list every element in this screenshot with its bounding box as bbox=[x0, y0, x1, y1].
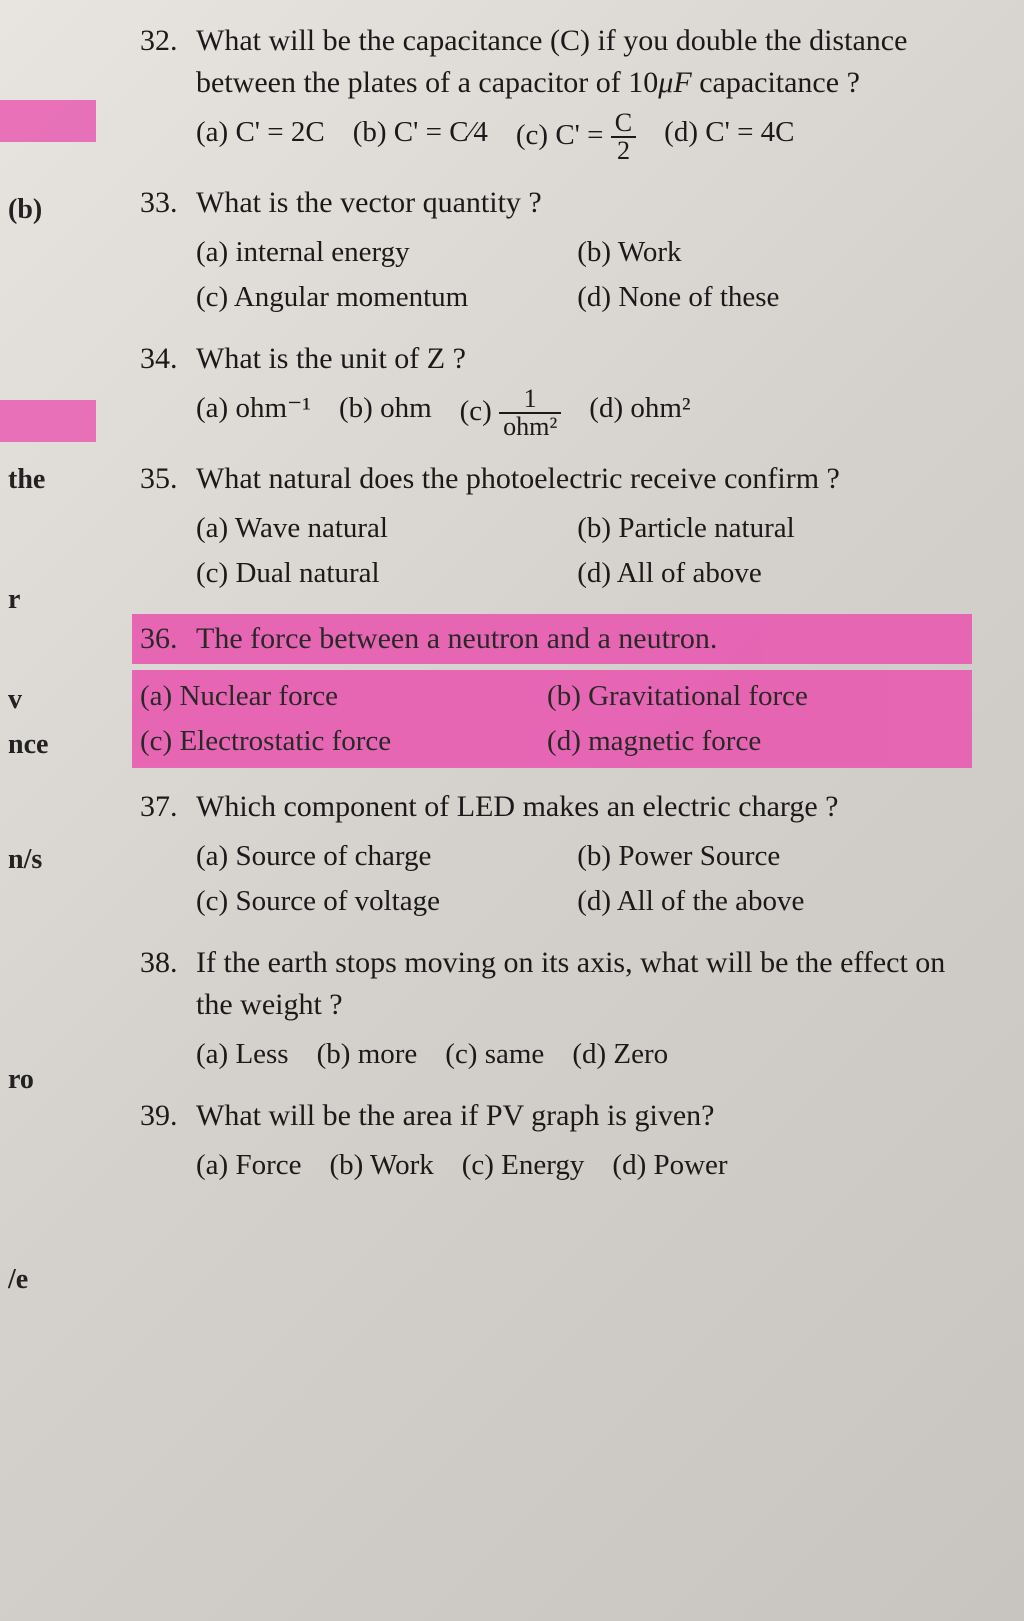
question-number: 35. bbox=[140, 458, 196, 500]
side-margin-text: ro bbox=[0, 1060, 42, 1100]
option: (d) Zero bbox=[572, 1032, 668, 1077]
option: (b) Work bbox=[329, 1143, 433, 1188]
question-text: Which component of LED makes an electric… bbox=[196, 786, 960, 828]
options: (a) Source of charge (b) Power Source (c) … bbox=[140, 834, 964, 924]
option: (c) C' = C2 bbox=[516, 110, 636, 164]
options: (a) C' = 2C (b) C' = C⁄4 (c) C' = C2 (d) C'… bbox=[140, 110, 964, 164]
options: (a) Force (b) Work (c) Energy (d) Power bbox=[140, 1143, 964, 1188]
fraction: 1ohm² bbox=[499, 386, 561, 440]
options: (a) Wave natural (b) Particle natural (c) … bbox=[140, 506, 964, 596]
option: (c) Source of voltage bbox=[196, 879, 549, 924]
question-text: If the earth stops moving on its axis, w… bbox=[196, 942, 960, 1026]
option: (c) Energy bbox=[462, 1143, 585, 1188]
option: (a) Source of charge bbox=[196, 834, 549, 879]
page-content: (b)thervncen/sro/e 32.What will be the c… bbox=[0, 0, 1024, 1226]
question: 34.What is the unit of Z ? (a) ohm⁻¹ (b) o… bbox=[140, 338, 964, 440]
option: (c) Electrostatic force bbox=[140, 719, 519, 764]
option: (d) magnetic force bbox=[547, 719, 926, 764]
question-number: 34. bbox=[140, 338, 196, 380]
pink-bar bbox=[0, 400, 96, 442]
question-number: 36. bbox=[140, 618, 196, 660]
question-number: 37. bbox=[140, 786, 196, 828]
option: (d) None of these bbox=[577, 275, 930, 320]
option: (a) Less bbox=[196, 1032, 289, 1077]
option: (d) All of the above bbox=[577, 879, 930, 924]
option: (b) Work bbox=[577, 230, 930, 275]
option: (a) Nuclear force bbox=[140, 674, 519, 719]
option: (d) C' = 4C bbox=[664, 110, 794, 164]
pink-bar bbox=[0, 100, 96, 142]
side-margin-text: (b) bbox=[0, 190, 50, 230]
side-margin-text: nce bbox=[0, 725, 56, 765]
question-number: 33. bbox=[140, 182, 196, 224]
option: (c) Angular momentum bbox=[196, 275, 549, 320]
question-text: What will be the capacitance (C) if you … bbox=[196, 20, 960, 104]
option: (d) ohm² bbox=[589, 386, 690, 440]
option: (a) Force bbox=[196, 1143, 301, 1188]
option: (b) Gravitational force bbox=[547, 674, 926, 719]
option: (a) ohm⁻¹ bbox=[196, 386, 311, 440]
option: (a) C' = 2C bbox=[196, 110, 325, 164]
question-text: What is the vector quantity ? bbox=[196, 182, 960, 224]
option: (b) Particle natural bbox=[577, 506, 930, 551]
options: (a) Less (b) more (c) same (d) Zero bbox=[140, 1032, 964, 1077]
questions-container: 32.What will be the capacitance (C) if y… bbox=[140, 20, 964, 1188]
question: 38.If the earth stops moving on its axis… bbox=[140, 942, 964, 1077]
option: (b) Power Source bbox=[577, 834, 930, 879]
options: (a) Nuclear force (b) Gravitational force… bbox=[132, 670, 972, 768]
option: (d) Power bbox=[612, 1143, 727, 1188]
question: 32.What will be the capacitance (C) if y… bbox=[140, 20, 964, 164]
option: (b) more bbox=[317, 1032, 418, 1077]
option: (c) same bbox=[445, 1032, 544, 1077]
options: (a) ohm⁻¹ (b) ohm (c) 1ohm² (d) ohm² bbox=[140, 386, 964, 440]
option: (c) 1ohm² bbox=[460, 386, 562, 440]
question: 33.What is the vector quantity ? (a) inte… bbox=[140, 182, 964, 320]
question-number: 39. bbox=[140, 1095, 196, 1137]
question: 35.What natural does the photoelectric r… bbox=[140, 458, 964, 596]
option: (c) Dual natural bbox=[196, 551, 549, 596]
question-text: What will be the area if PV graph is giv… bbox=[196, 1095, 960, 1137]
side-margin-text: v bbox=[0, 680, 30, 720]
side-margin-text: n/s bbox=[0, 840, 50, 880]
options: (a) internal energy (b) Work (c) Angular m… bbox=[140, 230, 964, 320]
question: 36.The force between a neutron and a neu… bbox=[140, 614, 964, 768]
option: (d) All of above bbox=[577, 551, 930, 596]
question-text: What natural does the photoelectric rece… bbox=[196, 458, 960, 500]
question-text: What is the unit of Z ? bbox=[196, 338, 960, 380]
option: (b) C' = C⁄4 bbox=[353, 110, 488, 164]
side-margin-text: r bbox=[0, 580, 28, 620]
option: (a) internal energy bbox=[196, 230, 549, 275]
option: (a) Wave natural bbox=[196, 506, 549, 551]
question-text: The force between a neutron and a neutro… bbox=[196, 618, 960, 660]
side-margin-text: /e bbox=[0, 1260, 36, 1300]
question: 37.Which component of LED makes an elect… bbox=[140, 786, 964, 924]
side-margin-text: the bbox=[0, 460, 53, 500]
option: (b) ohm bbox=[339, 386, 432, 440]
question: 39.What will be the area if PV graph is … bbox=[140, 1095, 964, 1188]
fraction: C2 bbox=[611, 110, 636, 164]
question-number: 32. bbox=[140, 20, 196, 62]
question-number: 38. bbox=[140, 942, 196, 984]
